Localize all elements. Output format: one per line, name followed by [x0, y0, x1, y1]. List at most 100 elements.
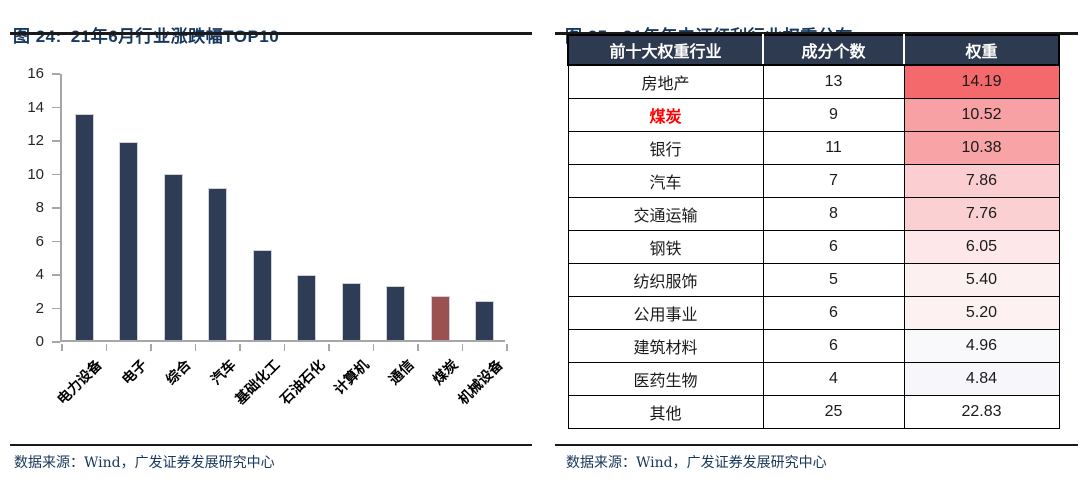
figure25-title-rule [555, 32, 1078, 35]
figure24-panel: 图 24: 21年6月行业涨跌幅TOP10 数据来源：Wind，广发证券发展研究中… [10, 27, 532, 471]
count-cell: 4 [762, 361, 905, 396]
bar [386, 286, 406, 340]
industry-cell: 交通运输 [567, 196, 764, 231]
count-cell: 8 [762, 196, 905, 231]
weight-cell: 7.86 [903, 163, 1060, 198]
x-axis-label: 机械设备 [454, 356, 506, 408]
y-axis-tick [52, 106, 60, 109]
bar [475, 301, 495, 340]
x-axis-tick [461, 344, 463, 351]
table-row: 钢铁 6 6.05 [567, 229, 1060, 264]
industry-cell: 公用事业 [567, 295, 764, 330]
count-cell: 9 [762, 97, 905, 132]
table-row: 汽车 7 7.86 [567, 163, 1060, 198]
bar [297, 274, 317, 340]
x-axis-tick [328, 344, 330, 351]
x-axis-label: 电子 [118, 356, 150, 388]
y-axis-tick [52, 73, 60, 75]
y-axis-label: 16 [27, 65, 44, 82]
industry-cell: 汽车 [567, 163, 764, 198]
table-row: 煤炭 9 10.52 [567, 97, 1060, 132]
table-header-cell: 权重 [903, 34, 1060, 66]
x-axis-tick [239, 344, 241, 351]
y-axis-label: 0 [35, 333, 44, 350]
x-axis-label: 煤炭 [429, 356, 461, 388]
x-axis-tick [61, 344, 63, 351]
y-axis-tick [52, 274, 60, 276]
industry-cell: 煤炭 [567, 97, 764, 132]
industry-cell: 银行 [567, 130, 764, 165]
bar-highlight [430, 296, 450, 340]
table-row: 其他 25 22.83 [567, 394, 1060, 429]
table-row: 交通运输 8 7.76 [567, 196, 1060, 231]
count-cell: 6 [762, 229, 905, 264]
weight-cell: 10.38 [903, 130, 1060, 165]
count-cell: 11 [762, 130, 905, 165]
y-axis-tick [52, 173, 60, 176]
x-axis-label: 汽车 [207, 356, 239, 388]
x-axis-label: 综合 [162, 356, 194, 388]
industry-cell: 房地产 [567, 64, 764, 99]
x-axis-tick [150, 344, 152, 351]
weight-cell: 6.05 [903, 229, 1060, 264]
y-axis-tick [52, 140, 60, 142]
x-axis-tick [283, 344, 285, 351]
weights-table-header: 前十大权重行业 成分个数 权重 [567, 34, 1060, 66]
bar [208, 187, 228, 340]
weight-cell: 4.84 [903, 361, 1060, 396]
figure24-title-rule [10, 32, 532, 35]
industry-cell: 钢铁 [567, 229, 764, 264]
table-row: 公用事业 6 5.20 [567, 295, 1060, 330]
industry-cell: 纺织服饰 [567, 262, 764, 297]
industry-cell: 医药生物 [567, 361, 764, 396]
figure25-source-note: 数据来源：Wind，广发证券发展研究中心 [566, 455, 827, 471]
figure25-bottom-rule [555, 444, 1078, 446]
industry-cell: 其他 [567, 394, 764, 429]
weight-cell: 5.40 [903, 262, 1060, 297]
table-row: 医药生物 4 4.84 [567, 361, 1060, 396]
table-header-cell: 成分个数 [762, 34, 905, 66]
y-axis-label: 14 [27, 98, 44, 116]
table-row: 纺织服饰 5 5.40 [567, 262, 1060, 297]
x-axis-label: 计算机 [330, 356, 372, 398]
figure24-label: 图 24: [13, 27, 62, 46]
count-cell: 6 [762, 328, 905, 363]
y-axis-tick [52, 307, 60, 310]
figure24-title-text: 21年6月行业涨跌幅TOP10 [70, 27, 280, 46]
industry-cell: 建筑材料 [567, 328, 764, 363]
x-axis-label: 石油石化 [276, 356, 328, 408]
weight-cell: 14.19 [903, 64, 1060, 99]
y-axis-label: 4 [35, 266, 44, 283]
bar [252, 249, 272, 340]
weight-cell: 4.96 [903, 328, 1060, 363]
weight-cell: 10.52 [903, 97, 1060, 132]
x-axis-label: 基础化工 [232, 356, 283, 408]
y-axis-tick [52, 207, 60, 209]
table-row: 建筑材料 6 4.96 [567, 328, 1060, 363]
bar-chart-plot-area [60, 74, 505, 342]
x-axis-label: 通信 [385, 356, 417, 388]
weights-table: 前十大权重行业 成分个数 权重 房地产 13 14.19 煤炭 9 10.52 银行 11 10.3… [567, 34, 1060, 429]
y-axis-label: 10 [27, 165, 44, 183]
y-axis-tick [52, 341, 60, 343]
y-axis-label: 6 [35, 232, 44, 250]
table-header-cell: 前十大权重行业 [567, 34, 764, 66]
count-cell: 13 [762, 64, 905, 99]
x-axis-tick [417, 344, 419, 351]
weights-table-body: 房地产 13 14.19 煤炭 9 10.52 银行 11 10.38 汽车 7 7.86 交通运输 8 7… [567, 64, 1060, 429]
y-axis-label: 2 [35, 299, 44, 317]
weight-cell: 7.76 [903, 196, 1060, 231]
count-cell: 5 [762, 262, 905, 297]
y-axis-tick [52, 240, 60, 243]
figure24-source-note: 数据来源：Wind，广发证券发展研究中心 [14, 455, 275, 471]
y-axis-label: 12 [27, 132, 44, 149]
x-axis-label: 电力设备 [54, 356, 105, 408]
y-axis-label: 8 [35, 199, 44, 216]
x-axis-tick [372, 344, 374, 351]
table-row: 房地产 13 14.19 [567, 64, 1060, 99]
x-axis-tick [105, 344, 107, 351]
bar [119, 142, 139, 340]
table-row: 银行 11 10.38 [567, 130, 1060, 165]
